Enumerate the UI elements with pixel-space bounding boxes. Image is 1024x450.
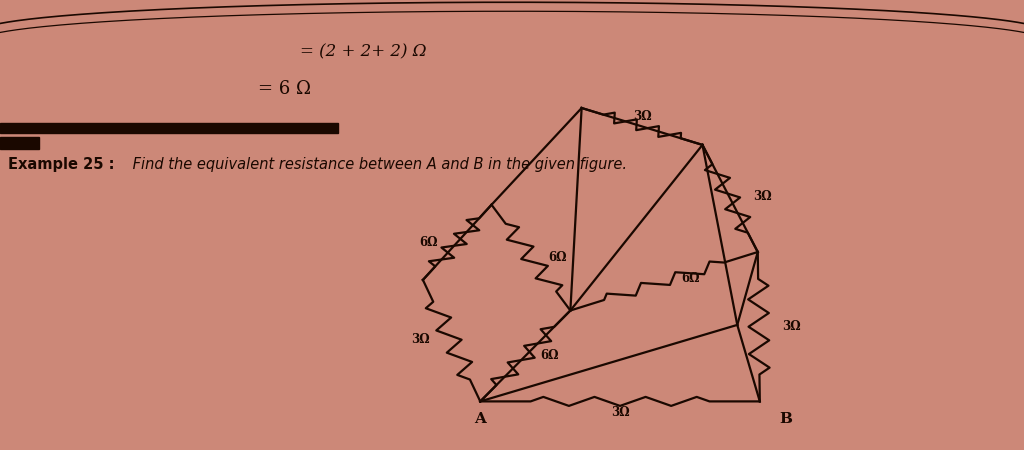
Text: = (2 + 2+ 2) Ω: = (2 + 2+ 2) Ω (300, 43, 427, 60)
Text: 6Ω: 6Ω (548, 251, 567, 264)
Text: 3Ω: 3Ω (633, 110, 651, 123)
Text: 3Ω: 3Ω (754, 190, 772, 203)
Text: 6Ω: 6Ω (419, 236, 438, 249)
Bar (0, 123, 338, 133)
Text: = 6 Ω: = 6 Ω (258, 81, 311, 99)
Text: 6Ω: 6Ω (541, 350, 559, 362)
Bar (0, 137, 39, 148)
Text: Find the equivalent resistance between A and B in the given figure.: Find the equivalent resistance between A… (128, 157, 627, 172)
Text: 3Ω: 3Ω (412, 333, 430, 346)
Text: A: A (474, 412, 486, 427)
Text: 6Ω: 6Ω (681, 273, 700, 285)
Text: 3Ω: 3Ω (782, 320, 801, 333)
Text: 3Ω: 3Ω (610, 406, 630, 419)
Text: B: B (779, 412, 792, 427)
Text: Example 25 :: Example 25 : (8, 157, 120, 172)
